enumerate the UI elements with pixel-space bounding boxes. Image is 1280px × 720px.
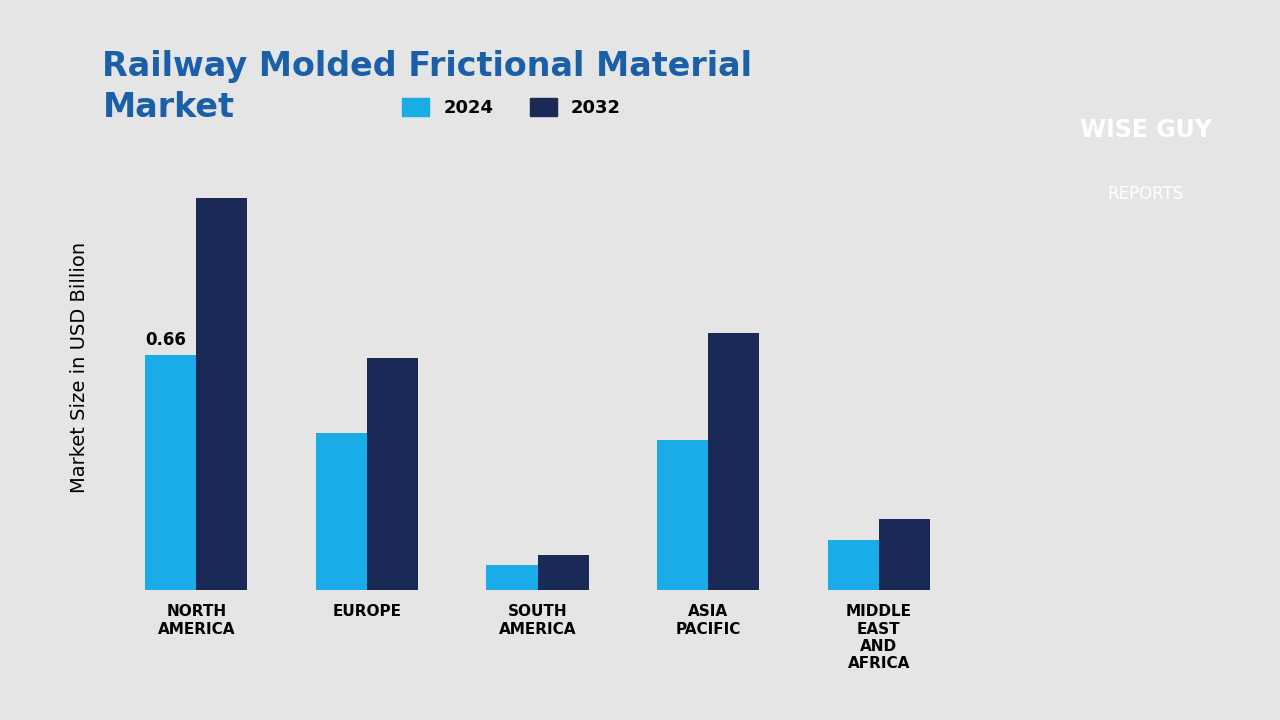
Bar (316, 433, 367, 590)
Bar (879, 519, 931, 590)
Text: WISE GUY: WISE GUY (1079, 117, 1212, 142)
Bar (367, 359, 419, 590)
Bar (828, 541, 879, 590)
Bar (657, 441, 708, 590)
Y-axis label: Market Size in USD Billion: Market Size in USD Billion (69, 242, 88, 492)
Bar (486, 565, 538, 590)
Bar (145, 355, 196, 590)
Text: 0.66: 0.66 (145, 331, 186, 349)
Bar (538, 554, 589, 590)
Bar (196, 197, 247, 590)
Text: Railway Molded Frictional Material
Market: Railway Molded Frictional Material Marke… (102, 50, 753, 124)
Text: REPORTS: REPORTS (1107, 185, 1184, 203)
Legend: 2024, 2032: 2024, 2032 (394, 91, 628, 125)
Bar (708, 333, 759, 590)
